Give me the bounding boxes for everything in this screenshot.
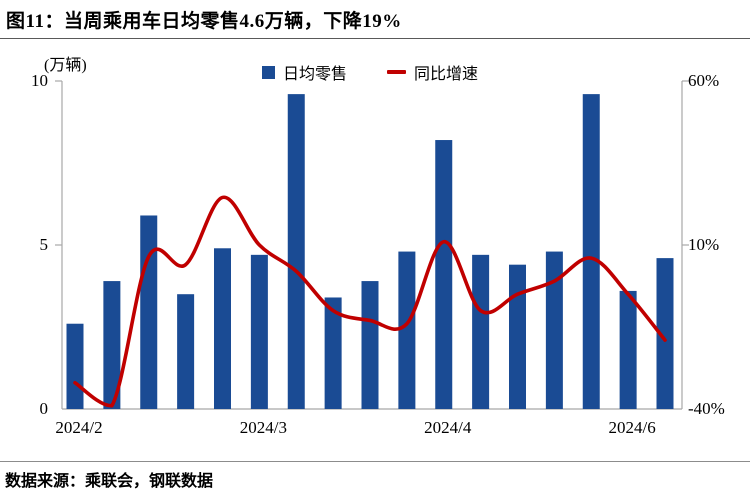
bar-daily-retail [66,323,84,409]
line-series-legend-label: 同比增速 [414,66,479,83]
bar-daily-retail [324,297,342,409]
bar-daily-retail [140,215,158,409]
right-axis-tick-label: 10% [688,235,720,254]
bar-daily-retail [582,94,600,410]
figure-title: 图11：当周乘用车日均零售4.6万辆，下降19% [6,11,402,32]
title-divider [0,38,750,39]
bar-daily-retail [656,258,674,409]
bar-daily-retail [435,140,453,410]
bar-series-swatch-icon [262,65,275,79]
chart-legend: 日均零售 同比增速 [262,60,478,84]
bar-daily-retail [545,251,563,409]
line-series-dash-icon [387,70,407,74]
right-axis-tick-label: -40% [688,399,725,418]
x-axis-tick-label: 2024/2 [55,418,103,437]
bar-daily-retail [287,94,305,410]
bar-series-legend-label: 日均零售 [283,66,348,83]
footer-divider [0,461,750,462]
bar-daily-retail [103,281,121,409]
left-axis-unit-label: (万辆) [44,57,87,74]
bar-daily-retail [509,264,526,409]
bar-daily-retail [177,294,195,409]
bar-daily-retail [398,251,416,409]
x-axis-tick-label: 2024/4 [424,418,472,437]
left-axis-tick-label: 5 [39,235,49,254]
x-axis-tick-label: 2024/6 [608,418,656,437]
line-yoy-growth [73,195,667,408]
x-axis-tick-label: 2024/3 [239,418,287,437]
bar-daily-retail [472,254,490,409]
left-axis-tick-label: 0 [39,399,49,418]
left-axis-tick-label: 10 [31,71,48,90]
bar-daily-retail [250,254,268,409]
right-axis-tick-label: 60% [688,71,720,90]
bar-daily-retail [619,290,637,409]
bar-daily-retail [361,281,379,409]
data-source: 数据来源：乘联会，钢联数据 [5,473,214,490]
bar-daily-retail [214,248,231,409]
